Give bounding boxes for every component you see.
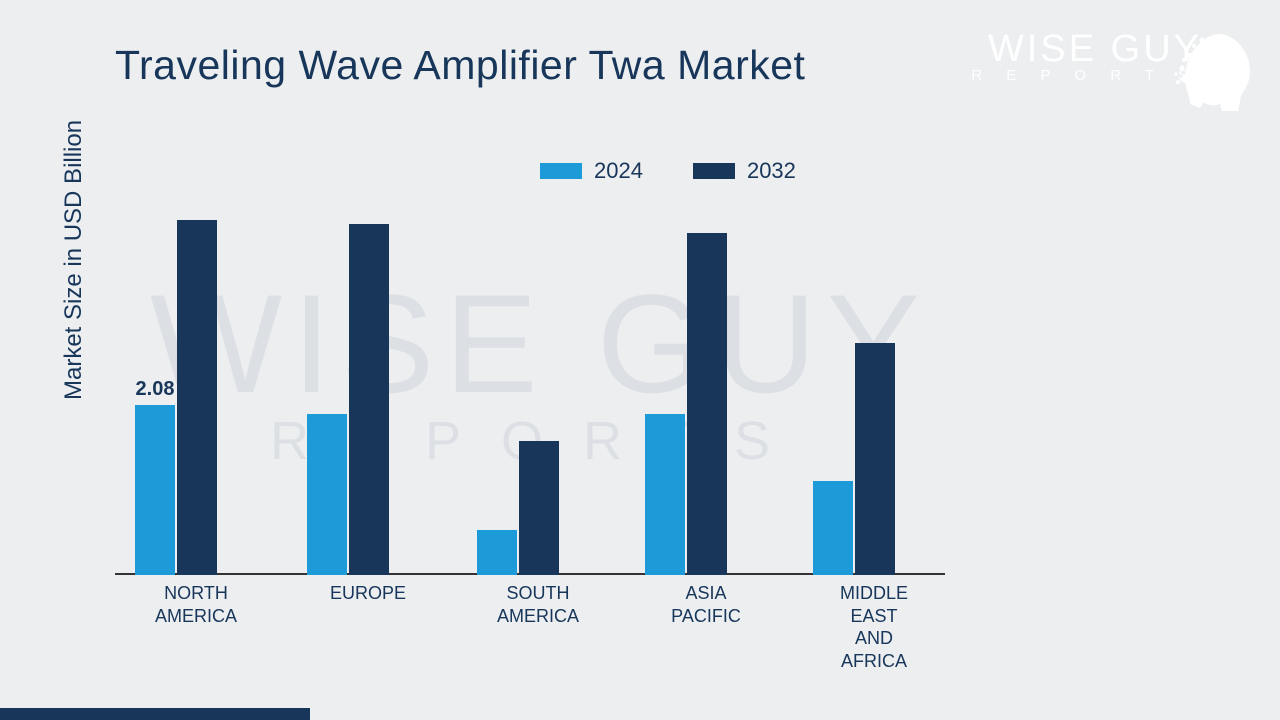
- chart-title: Traveling Wave Amplifier Twa Market: [115, 42, 805, 89]
- brand-logo: WISE GUY R E P O R T S: [971, 28, 1250, 84]
- category-label: SOUTHAMERICA: [463, 582, 613, 627]
- legend-item-2024: 2024: [540, 158, 643, 184]
- category-label: MIDDLEEASTANDAFRICA: [799, 582, 949, 672]
- chart-card: WISE GUY REPORTS Traveling Wave Amplifie…: [0, 0, 1280, 720]
- bar-2032-3: [687, 233, 727, 575]
- legend: 2024 2032: [540, 158, 796, 184]
- brand-name: WISE GUY: [971, 28, 1202, 71]
- bar-value-label: 2.08: [125, 378, 185, 401]
- legend-label: 2024: [594, 158, 643, 184]
- bar-2032-4: [855, 343, 895, 575]
- bar-2024-4: [813, 481, 853, 575]
- y-axis-label: Market Size in USD Billion: [60, 120, 88, 400]
- legend-label: 2032: [747, 158, 796, 184]
- bar-2024-0: [135, 405, 175, 575]
- bar-2032-1: [349, 224, 389, 575]
- brand-sub: R E P O R T S: [971, 67, 1202, 84]
- legend-swatch-2032: [693, 163, 735, 179]
- accent-bar: [0, 708, 310, 720]
- plot-area: 2.08: [115, 200, 935, 575]
- legend-swatch-2024: [540, 163, 582, 179]
- bar-2024-2: [477, 530, 517, 575]
- category-label: EUROPE: [293, 582, 443, 605]
- bar-2024-3: [645, 414, 685, 575]
- bar-2024-1: [307, 414, 347, 575]
- category-label: ASIAPACIFIC: [631, 582, 781, 627]
- legend-item-2032: 2032: [693, 158, 796, 184]
- bar-2032-2: [519, 441, 559, 576]
- category-label: NORTHAMERICA: [121, 582, 271, 627]
